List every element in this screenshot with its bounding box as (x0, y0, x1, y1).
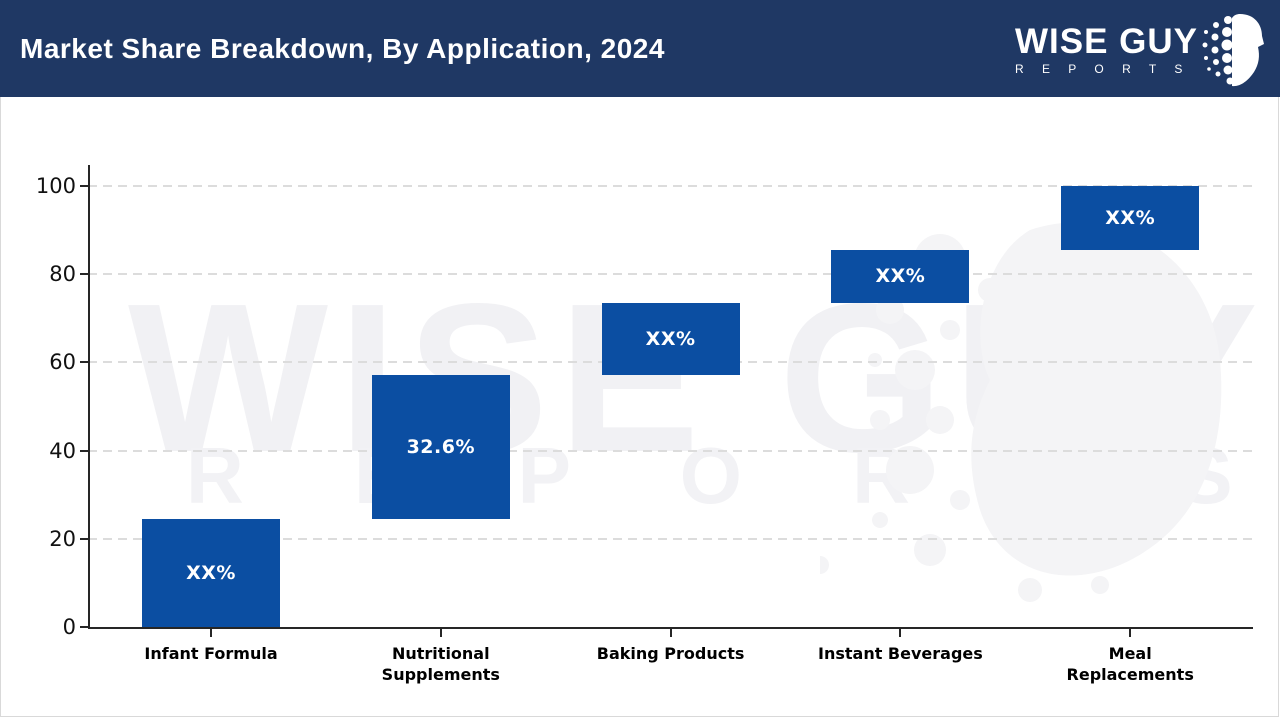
bar-value-label: 32.6% (406, 436, 475, 459)
gridline-100 (88, 185, 1253, 187)
bar-instant-beverages: XX% (831, 249, 970, 303)
bar-nutritional-supplements: 32.6% (371, 375, 510, 519)
bar-value-label: XX% (645, 328, 696, 351)
x-axis-tickmark (1129, 629, 1132, 637)
dotted-head-icon (1202, 14, 1264, 87)
gridline-40 (88, 449, 1253, 452)
gridline-20 (88, 537, 1253, 540)
bar-meal-replacements: XX% (1061, 186, 1200, 250)
x-axis-category-label: Meal Replacements (1066, 644, 1194, 685)
y-axis-tickmark (80, 361, 88, 364)
y-axis-tickmark (80, 449, 88, 452)
y-axis-tickmark (80, 626, 88, 628)
bar-infant-formula: XX% (142, 518, 280, 627)
page-title: Market Share Breakdown, By Application, … (20, 32, 665, 64)
y-axis-line (88, 165, 90, 629)
x-axis-line (88, 627, 1253, 629)
x-axis-tickmark (899, 629, 902, 637)
header-bar: Market Share Breakdown, By Application, … (0, 0, 1280, 97)
y-axis-tick-label: 60 (49, 350, 76, 375)
y-axis-tickmark (80, 273, 88, 276)
logo-text: WISE GUY R E P O R T S (1015, 24, 1198, 76)
x-axis-tickmark (210, 629, 212, 637)
y-axis-tickmark (80, 185, 88, 187)
x-axis-category-label: Infant Formula (144, 644, 278, 663)
y-axis-tick-label: 0 (62, 615, 76, 639)
bar-value-label: XX% (875, 265, 926, 288)
x-axis-tickmark (439, 629, 442, 637)
bar-baking-products: XX% (601, 302, 740, 376)
x-axis-tickmark (669, 629, 672, 637)
logo-wordmark: WISE GUY (1014, 22, 1198, 61)
y-axis-tick-label: 40 (49, 438, 76, 463)
y-axis-tick-label: 80 (49, 262, 76, 287)
wise-guy-reports-logo: WISE GUY R E P O R T S (1015, 10, 1264, 90)
bar-value-label: XX% (186, 561, 236, 584)
waterfall-bar-chart: 0 20 40 60 80 100 XX% Infant Formula 32.6% Nutrit… (0, 97, 1280, 717)
logo-subtitle: R E P O R T S (1014, 62, 1190, 76)
x-axis-category-label: Nutritional Supplements (381, 644, 500, 685)
y-axis-tickmark (80, 537, 88, 540)
bar-value-label: XX% (1105, 206, 1156, 229)
x-axis-category-label: Baking Products (596, 644, 745, 663)
y-axis-tick-label: 100 (35, 174, 76, 198)
y-axis-tick-label: 20 (49, 526, 76, 551)
gridline-80 (88, 273, 1253, 276)
x-axis-category-label: Instant Beverages (818, 644, 983, 663)
